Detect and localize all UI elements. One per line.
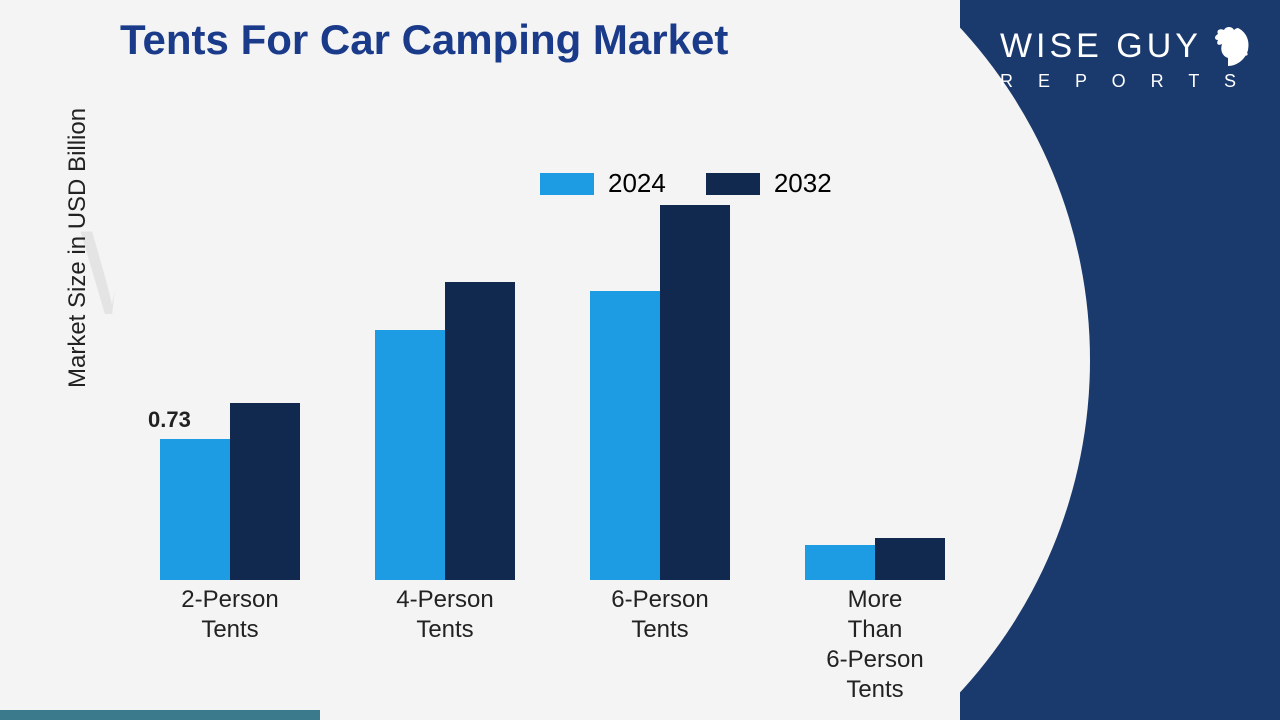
brand-logo: WISE GUY R E P O R T S [1000, 24, 1252, 90]
bar-group [375, 282, 515, 580]
x-axis-label: 4-PersonTents [355, 585, 535, 645]
bar-value-label: 0.73 [148, 407, 191, 433]
x-axis-label: 2-PersonTents [140, 585, 320, 645]
bar [445, 282, 515, 580]
x-axis-label: MoreThan6-PersonTents [785, 585, 965, 705]
bar [230, 403, 300, 580]
bar [660, 205, 730, 580]
chart-title: Tents For Car Camping Market [120, 16, 728, 64]
bar [590, 291, 660, 580]
bar [875, 538, 945, 580]
y-axis-label: Market Size in USD Billion [64, 108, 92, 388]
x-axis-label: 6-PersonTents [570, 585, 750, 645]
plot-area: 0.73 [130, 195, 960, 580]
bar-group [590, 205, 730, 580]
legend-swatch [540, 173, 594, 195]
bar [375, 330, 445, 580]
bar-group [805, 538, 945, 580]
brand-line1: WISE GUY [1000, 29, 1202, 63]
brand-line2: R E P O R T S [1000, 72, 1252, 90]
bottom-accent-bar [0, 710, 320, 720]
bar [160, 439, 230, 580]
figure-root: WISE GUY REPORTS WISE GUY R E P O R T S … [0, 0, 1280, 720]
brand-head-icon [1208, 24, 1252, 68]
legend-swatch [706, 173, 760, 195]
bar [805, 545, 875, 580]
